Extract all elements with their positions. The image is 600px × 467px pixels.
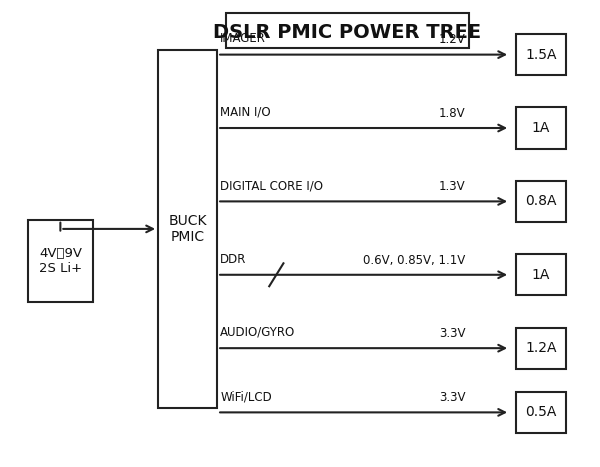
Text: 1A: 1A: [532, 121, 550, 135]
Text: 1.2V: 1.2V: [439, 33, 466, 46]
Text: 1.2A: 1.2A: [526, 341, 557, 355]
Text: BUCK
PMIC: BUCK PMIC: [169, 214, 207, 244]
Text: MAIN I/O: MAIN I/O: [220, 106, 271, 119]
Text: 1.8V: 1.8V: [439, 107, 466, 120]
Text: DDR: DDR: [220, 253, 247, 266]
Text: 3.3V: 3.3V: [439, 391, 466, 404]
Text: 0.8A: 0.8A: [526, 194, 557, 208]
Text: DSLR PMIC POWER TREE: DSLR PMIC POWER TREE: [213, 22, 481, 42]
Text: 0.6V, 0.85V, 1.1V: 0.6V, 0.85V, 1.1V: [364, 254, 466, 267]
Text: 1A: 1A: [532, 268, 550, 282]
Text: 3.3V: 3.3V: [439, 327, 466, 340]
Text: WiFi/LCD: WiFi/LCD: [220, 390, 272, 403]
Text: 1.5A: 1.5A: [526, 48, 557, 62]
Text: 0.5A: 0.5A: [526, 405, 557, 419]
Text: 1.3V: 1.3V: [439, 180, 466, 193]
Text: IMAGER: IMAGER: [220, 32, 266, 45]
Text: DIGITAL CORE I/O: DIGITAL CORE I/O: [220, 179, 323, 192]
Text: 4V～9V
2S Li+: 4V～9V 2S Li+: [39, 247, 82, 275]
Text: AUDIO/GYRO: AUDIO/GYRO: [220, 326, 295, 339]
